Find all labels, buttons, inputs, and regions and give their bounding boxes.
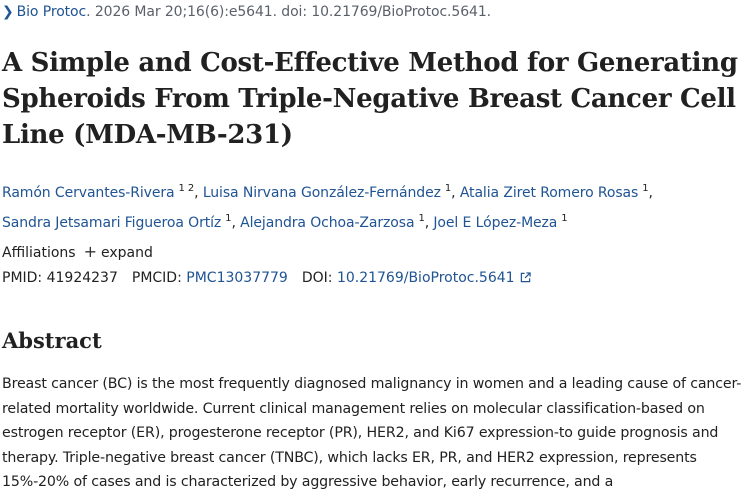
journal-link[interactable]: Bio Protoc: [16, 4, 87, 20]
affiliations-toggle[interactable]: Affiliations + expand: [2, 242, 153, 261]
pmcid-link[interactable]: PMC13037779: [186, 270, 288, 286]
author-list: Ramón Cervantes-Rivera 1 2, Luisa Nirvana…: [2, 183, 653, 231]
abstract-text: Breast cancer (BC) is the most frequentl…: [2, 376, 742, 490]
author-link[interactable]: Luisa Nirvana González-Fernández: [202, 185, 441, 201]
citation-line: ❯ Bio Protoc. 2026 Mar 20;16(6):e5641. do…: [0, 4, 491, 20]
abstract-heading: Abstract: [2, 328, 102, 353]
author-affiliation-refs[interactable]: 1: [642, 183, 649, 194]
author-link[interactable]: Joel E López-Meza: [433, 215, 558, 231]
external-link-icon: [520, 272, 531, 283]
plus-icon: +: [83, 242, 97, 261]
author-affiliation-refs[interactable]: 1: [225, 213, 232, 224]
expand-label: expand: [101, 245, 153, 261]
article-title: A Simple and Cost-Effective Method for G…: [2, 48, 738, 150]
affiliations-label: Affiliations: [2, 245, 76, 261]
author-link[interactable]: Ramón Cervantes-Rivera: [2, 185, 175, 201]
doi-value: 10.21769/BioProtoc.5641: [336, 270, 515, 286]
author-link[interactable]: Sandra Jetsamari Figueroa Ortíz: [2, 215, 222, 231]
chevron-right-icon[interactable]: ❯: [2, 4, 14, 20]
pmid-label: PMID:: [2, 270, 43, 286]
pmid-value: 41924237: [46, 270, 118, 286]
citation-details: . 2026 Mar 20;16(6):e5641. doi: 10.21769…: [86, 4, 491, 20]
author-affiliation-refs[interactable]: 1: [444, 183, 452, 194]
author-link[interactable]: Atalia Ziret Romero Rosas: [459, 185, 639, 201]
author-link[interactable]: Alejandra Ochoa-Zarzosa: [240, 215, 415, 231]
doi-link[interactable]: 10.21769/BioProtoc.5641: [337, 270, 531, 286]
author-affiliation-refs[interactable]: 1 2: [178, 183, 195, 194]
article-identifiers: PMID: 41924237 PMCID: PMC13037779 DOI: 10.…: [2, 270, 531, 286]
author-affiliation-refs[interactable]: 1: [418, 213, 425, 224]
pmcid-label: PMCID:: [131, 270, 182, 286]
doi-label: DOI:: [301, 270, 333, 286]
author-affiliation-refs[interactable]: 1: [561, 213, 568, 224]
